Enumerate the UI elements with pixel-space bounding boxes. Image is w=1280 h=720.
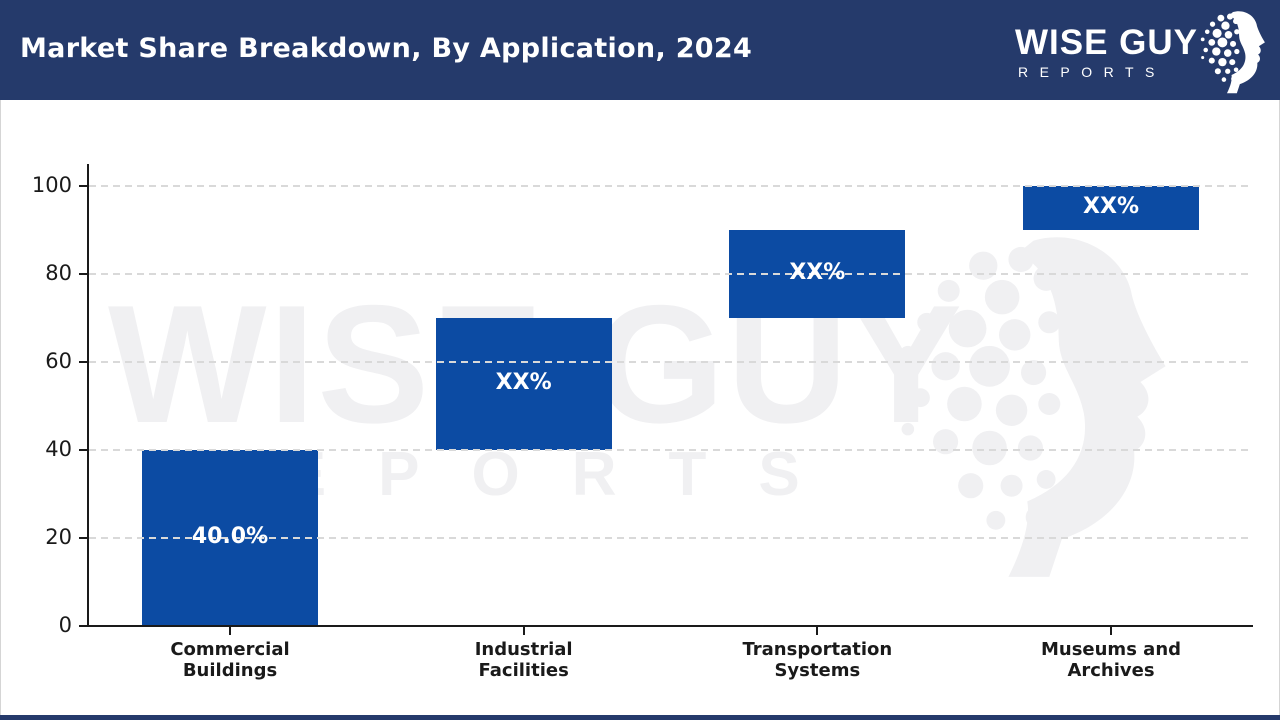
x-tick-label-line: Buildings [182, 660, 278, 681]
page-title: Market Share Breakdown, By Application, … [20, 33, 753, 64]
x-tick-label-line: Commercial [170, 639, 290, 660]
x-tick-label-line: Systems [774, 660, 861, 681]
gridline [89, 449, 1253, 451]
x-tick-mark [1110, 627, 1112, 635]
bar-value-label: XX% [495, 370, 552, 395]
x-tick-label-line: Facilities [478, 660, 569, 681]
x-tick-mark [522, 627, 525, 635]
waterfall-bar [1023, 186, 1199, 230]
y-tick-mark [79, 625, 88, 627]
x-tick-label: Industrial Facilities [394, 639, 654, 681]
logo-wordmark: WISE GUY [1014, 22, 1198, 62]
logo-head-profile-icon [1200, 10, 1265, 93]
bar-value-label: 40.0% [191, 524, 269, 549]
y-tick-label: 40 [45, 437, 72, 461]
x-tick-label-line: Museums and [1040, 639, 1182, 660]
y-tick-mark [79, 273, 88, 275]
y-tick-mark [79, 185, 88, 187]
y-tick-mark [79, 361, 88, 363]
y-axis-line [87, 164, 89, 627]
x-tick-label: Transportation Systems [687, 639, 947, 681]
gridline [89, 537, 1253, 539]
gridline [89, 185, 1253, 187]
wise-guy-logo: WISE GUY REPORTS [1015, 8, 1268, 94]
waterfall-bar [435, 318, 612, 450]
gridline [89, 273, 1253, 275]
y-tick-label: 20 [45, 525, 72, 549]
x-tick-mark [816, 627, 819, 635]
x-tick-label-line: Industrial [474, 639, 573, 660]
footer-bar [0, 715, 1280, 720]
logo-text: WISE GUY REPORTS [1014, 22, 1198, 80]
x-tick-label: Commercial Buildings [100, 639, 360, 681]
y-tick-label: 0 [58, 613, 72, 637]
bar-value-label: XX% [1083, 194, 1139, 219]
watermark-head-profile-icon [900, 237, 1166, 577]
x-axis-line [87, 625, 1253, 627]
y-tick-label: 80 [45, 261, 72, 285]
header: Market Share Breakdown, By Application, … [0, 0, 1280, 100]
x-tick-label-line: Archives [1067, 660, 1155, 681]
y-tick-mark [79, 449, 88, 451]
bar-value-label: XX% [789, 260, 846, 285]
x-tick-mark [229, 627, 231, 635]
logo-subtext: REPORTS [1017, 63, 1166, 80]
y-tick-label: 100 [31, 173, 72, 197]
x-tick-label-line: Transportation [742, 639, 893, 660]
x-tick-label: Museums and Archives [981, 639, 1241, 681]
gridline [89, 361, 1253, 363]
y-tick-mark [79, 537, 88, 539]
y-tick-label: 60 [45, 349, 72, 373]
